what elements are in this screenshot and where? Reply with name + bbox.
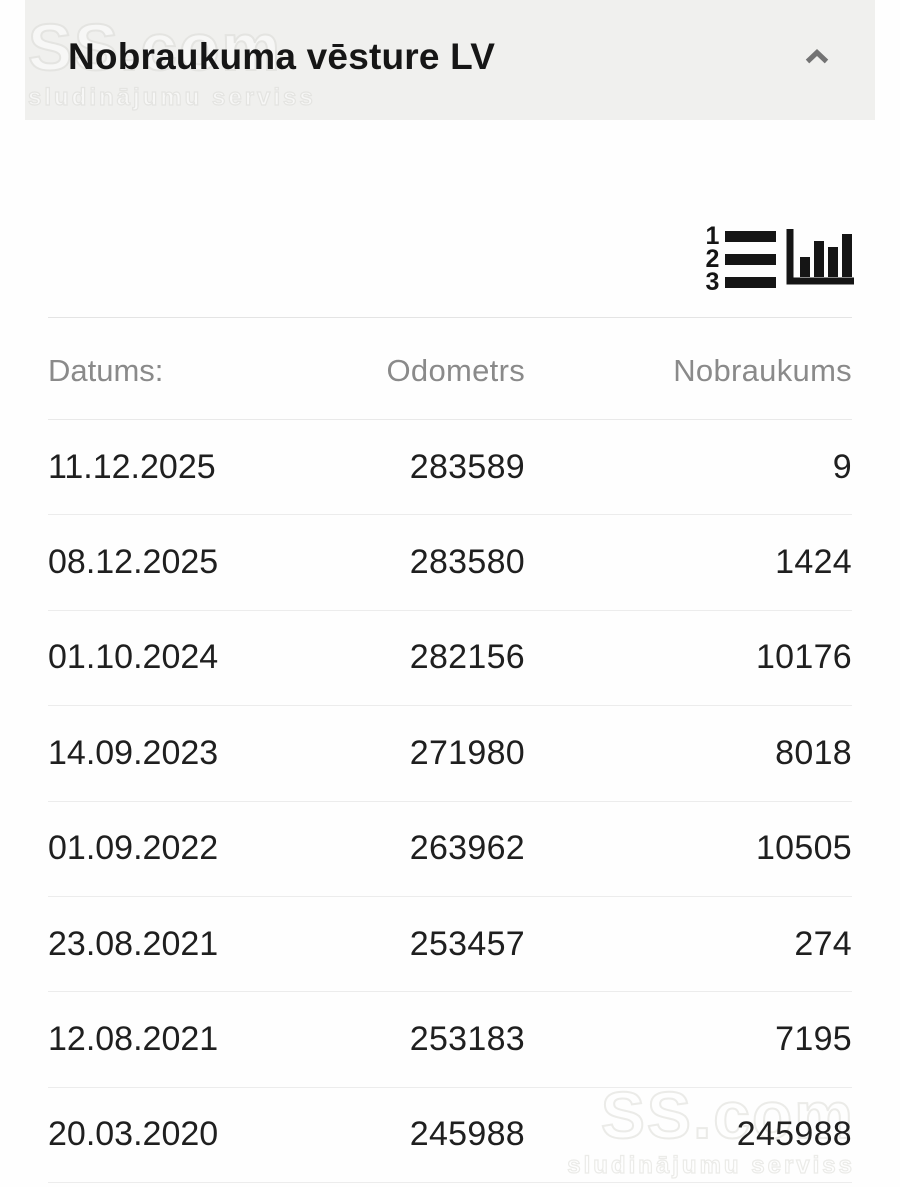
row-date: 20.03.2020 bbox=[48, 1115, 219, 1154]
chart-view-button[interactable] bbox=[783, 228, 855, 291]
row-date: 14.09.2023 bbox=[48, 733, 219, 772]
section-header-band[interactable] bbox=[25, 0, 875, 120]
table-row: 20.03.2020 245988 245988 bbox=[48, 1088, 852, 1184]
page-title: Nobraukuma vēsture LV bbox=[68, 36, 496, 77]
collapse-section-button[interactable] bbox=[797, 42, 837, 74]
row-odometer: 283580 bbox=[409, 543, 525, 582]
column-header-odometer: Odometrs bbox=[386, 352, 525, 388]
view-toolbar: 1 2 3 bbox=[704, 222, 855, 296]
table-row: 23.08.2021 253457 274 bbox=[48, 897, 852, 993]
row-date: 11.12.2025 bbox=[48, 447, 216, 486]
bar-chart-icon bbox=[783, 228, 855, 291]
table-row: 12.08.2021 253183 7195 bbox=[48, 992, 852, 1088]
table-row: 01.10.2024 282156 10176 bbox=[48, 611, 852, 707]
row-mileage: 8018 bbox=[775, 733, 852, 772]
mileage-history-table: Datums: Odometrs Nobraukums 11.12.2025 2… bbox=[48, 317, 852, 1184]
row-odometer: 253183 bbox=[409, 1020, 525, 1059]
column-header-date: Datums: bbox=[48, 352, 164, 388]
row-date: 12.08.2021 bbox=[48, 1020, 219, 1059]
column-header-mileage: Nobraukums bbox=[673, 352, 852, 388]
list-view-button[interactable]: 1 2 3 bbox=[704, 222, 776, 296]
row-date: 08.12.2025 bbox=[48, 543, 219, 582]
list-number: 3 bbox=[705, 268, 720, 296]
row-odometer: 271980 bbox=[409, 733, 525, 772]
row-odometer: 245988 bbox=[409, 1115, 525, 1154]
table-row: 08.12.2025 283580 1424 bbox=[48, 515, 852, 611]
row-odometer: 283589 bbox=[409, 447, 525, 486]
table-row: 11.12.2025 283589 9 bbox=[48, 420, 852, 516]
row-mileage: 9 bbox=[832, 447, 852, 486]
table-row: 01.09.2022 263962 10505 bbox=[48, 802, 852, 897]
chevron-up-icon bbox=[804, 48, 830, 68]
list-number: 1 bbox=[705, 222, 720, 250]
numbered-list-icon: 1 2 3 bbox=[704, 222, 776, 296]
row-mileage: 10176 bbox=[755, 638, 852, 677]
row-mileage: 1424 bbox=[775, 543, 852, 582]
table-header-row: Datums: Odometrs Nobraukums bbox=[48, 317, 852, 420]
row-odometer: 282156 bbox=[409, 638, 525, 677]
row-mileage: 245988 bbox=[736, 1115, 852, 1154]
row-date: 01.10.2024 bbox=[48, 638, 219, 677]
row-mileage: 274 bbox=[794, 924, 852, 963]
list-number: 2 bbox=[705, 245, 720, 273]
row-odometer: 263962 bbox=[409, 829, 525, 868]
table-row: 14.09.2023 271980 8018 bbox=[48, 706, 852, 802]
row-date: 23.08.2021 bbox=[48, 924, 219, 963]
row-odometer: 253457 bbox=[409, 924, 525, 963]
row-mileage: 7195 bbox=[775, 1020, 852, 1059]
row-date: 01.09.2022 bbox=[48, 829, 219, 868]
table-body: 11.12.2025 283589 9 08.12.2025 283580 14… bbox=[48, 420, 852, 1184]
row-mileage: 10505 bbox=[755, 829, 852, 868]
